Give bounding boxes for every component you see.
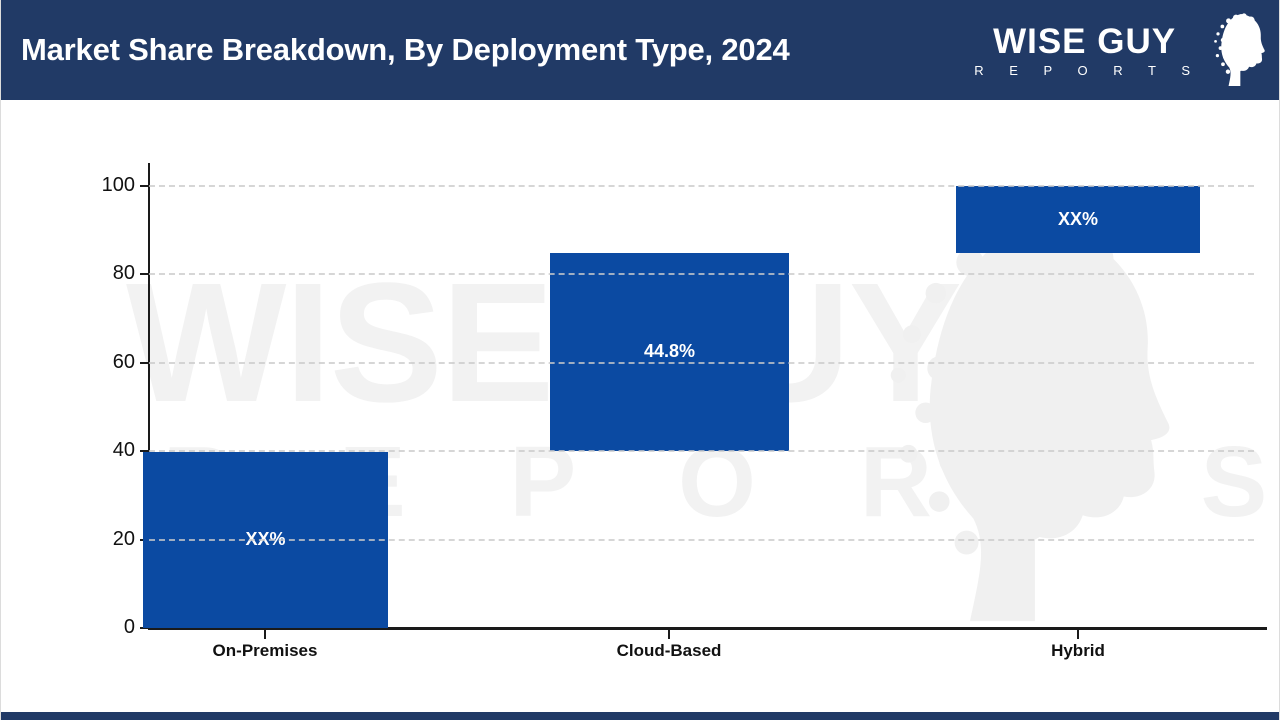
gridline-y-60: [149, 361, 1254, 364]
dotted-face-profile-icon: [1214, 13, 1265, 86]
bar-hybrid: XX%: [956, 185, 1200, 253]
x-category-label: On-Premises: [212, 641, 318, 660]
y-tick-mark: [140, 273, 148, 275]
logo-subtitle: R E P O R T S: [974, 62, 1201, 78]
gridline-y-20: [149, 538, 1254, 541]
logo-text: WISE GUY R E P O R T S: [968, 24, 1201, 77]
gridline-y-40: [149, 450, 1254, 452]
x-category-label: Hybrid: [1051, 641, 1105, 660]
x-axis-line: [148, 627, 1267, 630]
y-tick-label: 0: [123, 616, 135, 638]
chart-title: Market Share Breakdown, By Deployment Ty…: [21, 32, 790, 67]
bar-value-label: 44.8%: [643, 341, 696, 362]
y-tick-label: 100: [101, 173, 135, 196]
y-tick-mark: [140, 184, 148, 187]
y-tick-mark: [140, 361, 148, 364]
x-tick-mark: [1077, 630, 1079, 639]
plot-area: 0 20 40 60 80 100 XX% 44.8% XX% On-Premises Cloud-…: [1, 100, 1279, 712]
y-tick-label: 40: [112, 439, 135, 461]
y-tick-label: 20: [112, 527, 135, 550]
footer-bar: [1, 712, 1279, 720]
y-tick-label: 80: [112, 262, 135, 284]
gridline-y-80: [149, 273, 1254, 275]
y-tick-mark: [140, 627, 148, 629]
watermark-wordmark: WISE GUY: [126, 248, 962, 438]
y-tick-mark: [140, 450, 148, 452]
bar-value-label: XX%: [1057, 208, 1099, 229]
gridline-y-100: [149, 184, 1254, 187]
x-tick-mark: [668, 630, 670, 639]
x-category-label: Cloud-Based: [616, 641, 722, 660]
y-axis-line: [148, 163, 150, 630]
header-bar: Market Share Breakdown, By Deployment Ty…: [1, 0, 1279, 100]
bar-cloud-based: 44.8%: [550, 252, 789, 451]
logo-wordmark: WISE GUY: [993, 21, 1177, 61]
y-tick-label: 60: [112, 350, 135, 373]
x-tick-mark: [264, 630, 266, 639]
wise-guy-reports-logo: WISE GUY R E P O R T S: [968, 10, 1267, 90]
